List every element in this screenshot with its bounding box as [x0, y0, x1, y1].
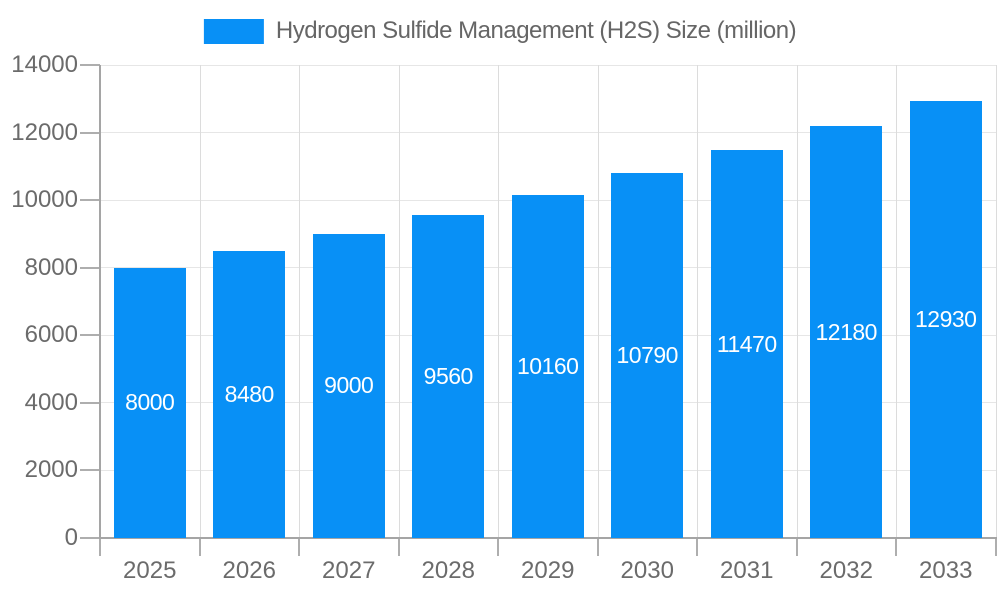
legend-label: Hydrogen Sulfide Management (H2S) Size (… [275, 17, 797, 44]
x-axis-category-label: 2027 [322, 557, 376, 584]
x-axis-category-label: 2029 [521, 557, 575, 584]
y-axis-tick-label: 12000 [11, 118, 78, 146]
x-axis-tick [397, 538, 400, 556]
y-axis-tick-label: 4000 [24, 388, 78, 416]
bar-value-label: 11470 [716, 330, 777, 357]
x-axis-tick [497, 538, 499, 556]
horizontal-gridline [100, 64, 996, 66]
bar-value-label: 10160 [517, 352, 579, 379]
x-axis-tick [298, 538, 300, 556]
bar-value-label: 12930 [915, 306, 977, 333]
y-axis-tick [80, 64, 100, 66]
bar-2032[interactable]: 12180 [810, 126, 883, 538]
bar-2025[interactable]: 8000 [113, 267, 186, 538]
y-axis-tick [80, 266, 100, 269]
x-axis-tick [795, 538, 798, 556]
bar-2029[interactable]: 10160 [511, 194, 584, 538]
x-axis-category-label: 2033 [919, 557, 973, 584]
y-axis-tick-label: 14000 [11, 51, 78, 78]
y-axis-tick [80, 469, 100, 472]
y-axis-tick-label: 10000 [11, 186, 78, 214]
vertical-gridline [498, 65, 499, 538]
legend-item[interactable]: Hydrogen Sulfide Management (H2S) Size (… [203, 17, 797, 45]
bar-value-label: 8000 [125, 389, 175, 416]
x-axis-category-label: 2031 [720, 557, 774, 584]
y-axis-tick [80, 334, 100, 337]
x-axis-tick [99, 538, 101, 556]
y-axis-tick-label: 8000 [24, 253, 78, 281]
vertical-gridline [697, 65, 698, 538]
horizontal-gridline [100, 132, 996, 134]
x-axis-category-label: 2032 [819, 557, 873, 584]
vertical-gridline [597, 65, 599, 538]
y-axis-tick [80, 401, 100, 404]
x-axis-category-label: 2028 [421, 557, 475, 584]
x-axis-category-label: 2026 [222, 557, 276, 584]
vertical-gridline [796, 65, 798, 538]
x-axis-category-label: 2030 [620, 557, 674, 584]
bar-2026[interactable]: 8480 [213, 251, 286, 538]
bar-2028[interactable]: 9560 [412, 215, 485, 538]
bar-2031[interactable]: 11470 [710, 150, 783, 538]
vertical-gridline [896, 65, 897, 538]
y-axis-tick-label: 0 [64, 524, 78, 551]
bar-2033[interactable]: 12930 [909, 101, 982, 538]
y-axis-line [99, 65, 101, 538]
x-axis-tick [596, 538, 599, 556]
vertical-gridline [398, 65, 400, 538]
x-axis-tick [696, 538, 698, 556]
y-axis-tick [80, 537, 100, 539]
x-axis-tick [895, 538, 897, 556]
y-axis-tick-label: 6000 [24, 321, 78, 349]
bar-2030[interactable]: 10790 [611, 173, 684, 538]
vertical-gridline [199, 65, 201, 538]
vertical-gridline [995, 65, 997, 538]
bar-value-label: 10790 [616, 342, 679, 369]
bar-value-label: 8480 [224, 381, 275, 408]
vertical-gridline [299, 65, 300, 538]
legend-swatch-icon [203, 18, 264, 44]
y-axis-tick [80, 199, 100, 202]
x-axis-line [99, 537, 997, 539]
bar-value-label: 12180 [815, 318, 878, 345]
y-axis-tick [80, 131, 100, 134]
bar-2027[interactable]: 9000 [312, 233, 385, 538]
x-axis-tick [198, 538, 201, 556]
x-axis-tick [994, 538, 997, 556]
x-axis-category-label: 2025 [123, 557, 177, 584]
bar-value-label: 9000 [324, 372, 374, 399]
y-axis-tick-label: 2000 [24, 456, 78, 484]
bar-value-label: 9560 [423, 362, 474, 389]
